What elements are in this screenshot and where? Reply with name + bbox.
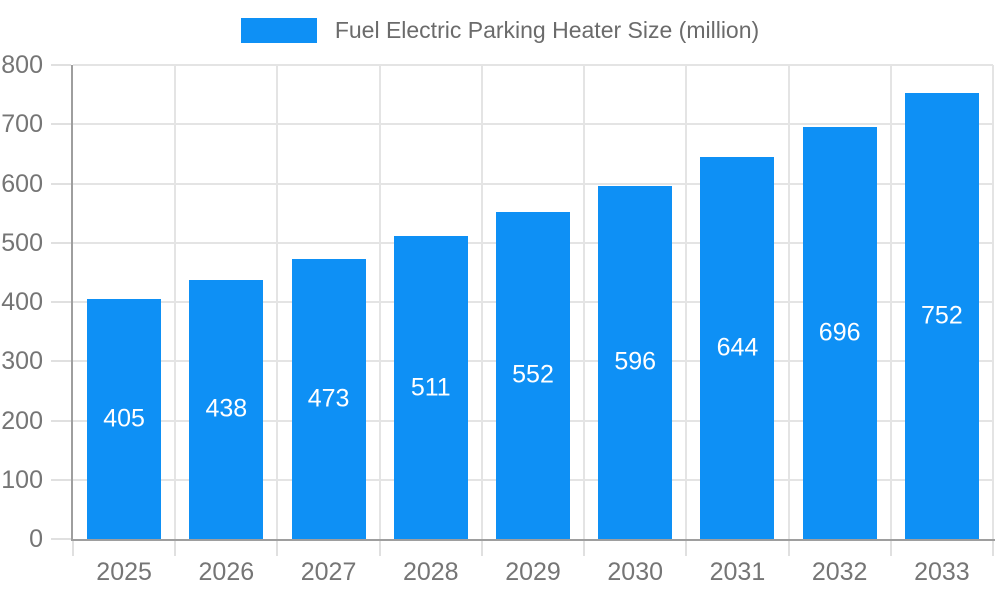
x-axis-tick-label: 2027 (300, 558, 357, 586)
x-axis-tick (481, 541, 483, 556)
x-axis-tick-label: 2032 (811, 558, 868, 586)
gridline-horizontal (73, 182, 993, 185)
chart-legend[interactable]: Fuel Electric Parking Heater Size (milli… (0, 16, 1000, 44)
y-axis-tick (51, 538, 71, 540)
y-axis-tick (51, 301, 71, 303)
x-axis-tick (174, 541, 176, 556)
x-axis-tick-label: 2030 (607, 558, 664, 586)
x-axis-tick-label: 2031 (709, 558, 766, 586)
y-axis-tick (51, 182, 71, 185)
gridline-vertical (481, 65, 483, 539)
bar-value-label: 552 (512, 360, 554, 389)
bar-value-label: 644 (716, 333, 759, 362)
bar-value-label: 696 (818, 318, 861, 347)
gridline-vertical (890, 65, 892, 539)
bar: 752 (904, 93, 979, 539)
gridline-vertical (276, 65, 278, 539)
bar-value-label: 596 (614, 347, 657, 376)
gridline-vertical (992, 65, 994, 539)
x-axis-tick-label: 2025 (96, 558, 152, 586)
y-axis-tick-label: 0 (29, 525, 43, 553)
y-axis-tick (51, 360, 71, 363)
y-axis-tick-label: 100 (1, 465, 43, 494)
x-axis-tick (788, 541, 790, 556)
x-axis-tick-label: 2033 (914, 558, 970, 586)
x-axis-tick (276, 541, 278, 556)
bar: 438 (189, 279, 264, 539)
bar: 473 (291, 258, 366, 539)
y-axis-tick (51, 241, 71, 244)
x-axis-tick (890, 541, 892, 556)
y-axis-line (71, 65, 73, 541)
gridline-vertical (685, 65, 687, 539)
gridline-vertical (174, 65, 176, 539)
bar: 596 (598, 185, 673, 539)
plot-area: 0 100 200 300 400 500 600 700 800 405 2025 438 2026 4… (1, 52, 995, 585)
y-axis-tick (51, 64, 71, 66)
x-axis-tick (72, 541, 74, 556)
y-axis-tick (51, 478, 71, 481)
bar-value-label: 752 (921, 301, 963, 330)
y-axis-tick (51, 123, 71, 126)
y-axis-tick-label: 500 (1, 228, 43, 257)
bar-value-label: 511 (410, 373, 451, 402)
x-axis-tick-label: 2028 (402, 558, 459, 586)
y-axis-tick-label: 700 (1, 110, 43, 139)
bar-value-label: 438 (205, 394, 248, 423)
x-axis-line (71, 539, 995, 541)
y-axis-tick (51, 419, 71, 422)
legend-label: Fuel Electric Parking Heater Size (milli… (334, 16, 760, 43)
x-axis-tick (379, 541, 381, 556)
y-axis-tick-label: 600 (1, 169, 43, 198)
x-axis-tick-label: 2029 (505, 558, 561, 586)
bar-value-label: 473 (307, 384, 350, 413)
x-axis-tick-label: 2026 (198, 558, 255, 586)
bar-value-label: 405 (103, 404, 145, 433)
y-axis-tick-label: 800 (1, 51, 43, 79)
bar: 405 (87, 299, 162, 539)
gridline-vertical (788, 65, 790, 539)
y-axis-tick-label: 200 (1, 406, 43, 435)
x-axis-tick (992, 541, 994, 556)
y-axis-tick-label: 300 (1, 347, 43, 376)
bar: 644 (700, 157, 775, 539)
gridline-vertical (379, 65, 381, 539)
legend-swatch-icon (240, 17, 317, 43)
gridline-vertical (583, 65, 585, 539)
x-axis-tick (583, 541, 585, 556)
gridline-horizontal (73, 123, 993, 126)
y-axis-tick-label: 400 (1, 288, 43, 316)
bar: 552 (496, 211, 570, 539)
bar: 696 (802, 126, 877, 539)
bar: 511 (393, 236, 468, 539)
gridline-horizontal (73, 64, 993, 66)
x-axis-tick (685, 541, 687, 556)
